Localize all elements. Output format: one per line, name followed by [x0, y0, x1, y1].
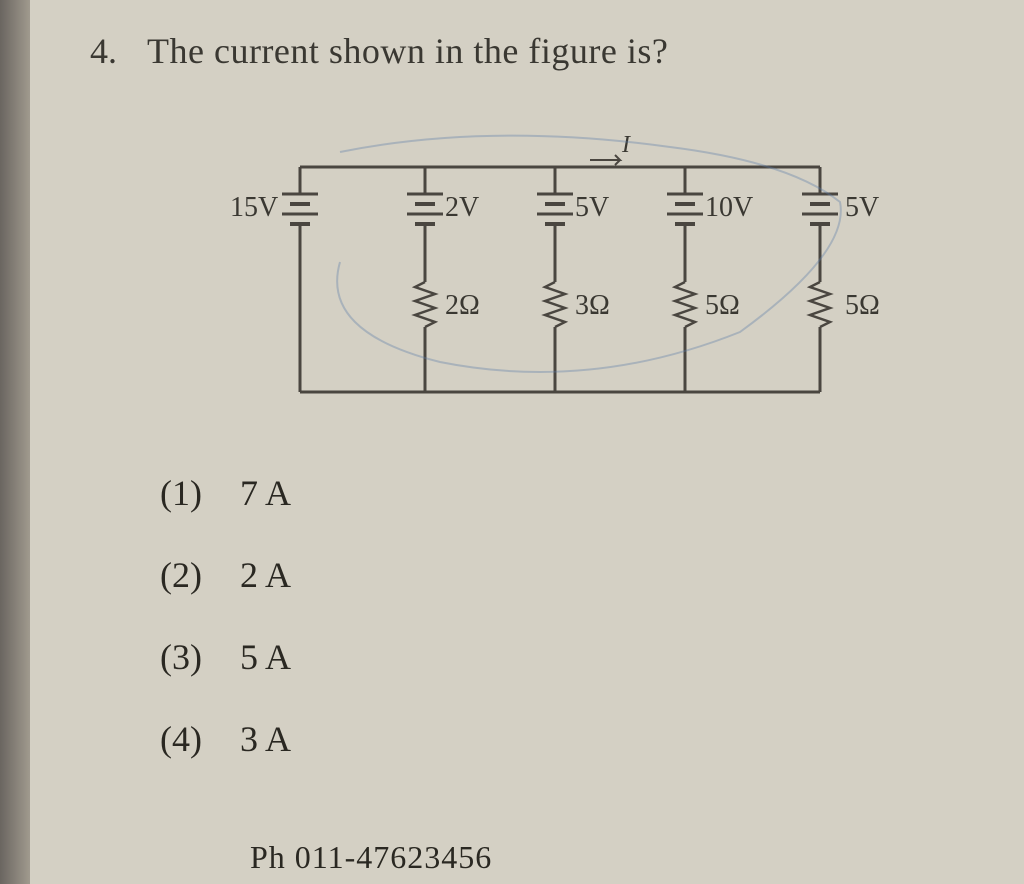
voltage-label-5v-2: 5V — [845, 192, 879, 224]
option-number: (3) — [160, 636, 220, 678]
option-value: 5 A — [240, 636, 291, 678]
resistor-label-5ohm: 5Ω — [705, 290, 740, 322]
voltage-label-15v: 15V — [230, 192, 278, 224]
option-1: (1) 7 A — [160, 472, 984, 514]
option-2: (2) 2 A — [160, 554, 984, 596]
question-number: 4. — [90, 30, 117, 72]
question-header: 4. The current shown in the figure is? — [90, 30, 984, 72]
resistor-label-3ohm: 3Ω — [575, 290, 610, 322]
option-4: (4) 3 A — [160, 718, 984, 760]
voltage-label-5v: 5V — [575, 192, 609, 224]
option-value: 2 A — [240, 554, 291, 596]
question-text: The current shown in the figure is? — [147, 30, 668, 72]
svg-text:I: I — [621, 132, 631, 158]
voltage-label-10v: 10V — [705, 192, 753, 224]
footer-phone: Ph 011-47623456 — [250, 839, 492, 876]
option-number: (4) — [160, 718, 220, 760]
circuit-svg: I — [190, 112, 940, 432]
option-value: 3 A — [240, 718, 291, 760]
option-3: (3) 5 A — [160, 636, 984, 678]
page-content: 4. The current shown in the figure is? — [30, 0, 1024, 884]
circuit-diagram: I 15V 2V 5V 10V 5V 2Ω 3Ω 5Ω 5Ω — [190, 112, 940, 432]
option-value: 7 A — [240, 472, 291, 514]
answer-options: (1) 7 A (2) 2 A (3) 5 A (4) 3 A — [160, 472, 984, 760]
resistor-label-2ohm: 2Ω — [445, 290, 480, 322]
option-number: (2) — [160, 554, 220, 596]
voltage-label-2v: 2V — [445, 192, 479, 224]
resistor-label-5ohm-2: 5Ω — [845, 290, 880, 322]
option-number: (1) — [160, 472, 220, 514]
